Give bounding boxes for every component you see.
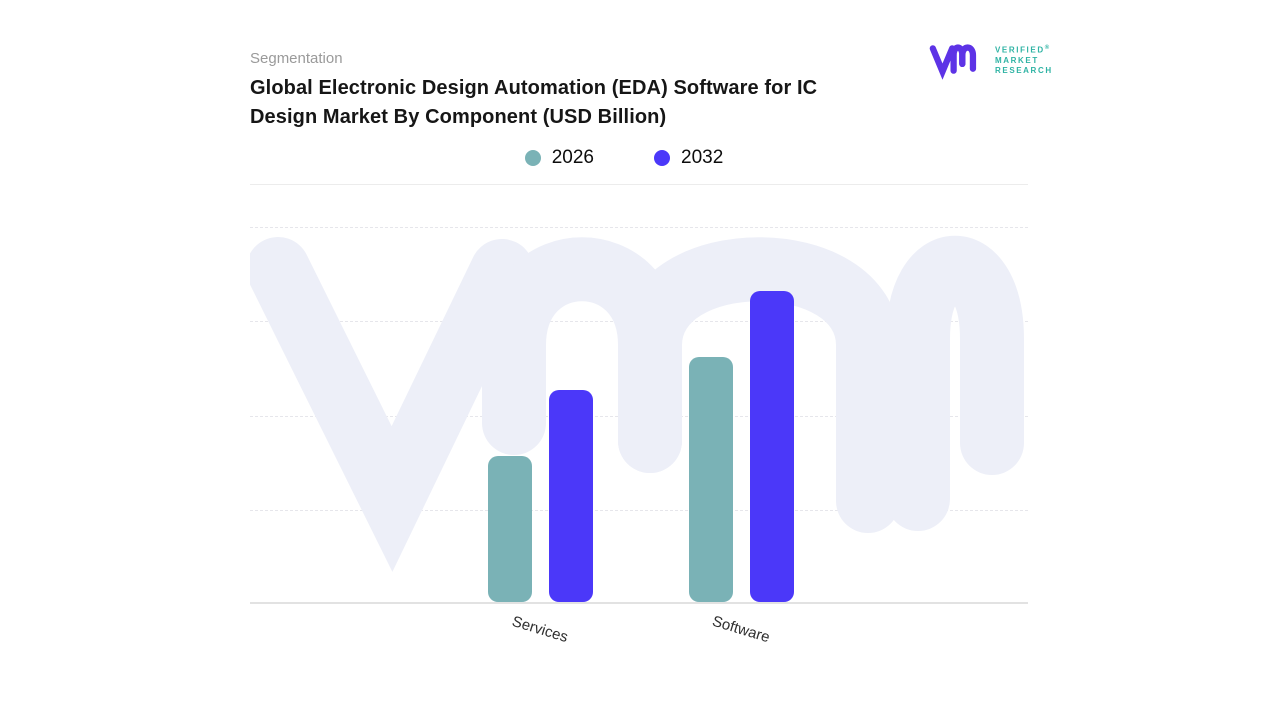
eyebrow-label: Segmentation (250, 50, 343, 67)
vmr-logo: VERIFIED® MARKET RESEARCH (928, 38, 1053, 82)
legend-swatch-2032 (654, 150, 670, 166)
bar-software-2026 (688, 357, 733, 602)
registered-mark: ® (1044, 45, 1050, 51)
gridline (250, 509, 1028, 511)
vmr-logo-monogram-icon (929, 44, 977, 80)
bar-services-2032 (548, 390, 593, 602)
plot-area: Services Software (250, 227, 1028, 646)
x-axis-baseline (250, 602, 1028, 604)
chart-title: Global Electronic Design Automation (EDA… (250, 74, 870, 132)
logo-word-research: RESEARCH (995, 65, 1053, 75)
legend-swatch-2026 (524, 150, 541, 166)
logo-word-verified: VERIFIED® (995, 45, 1050, 55)
vmr-logo-wordmark: VERIFIED® MARKET RESEARCH (995, 38, 1053, 76)
legend-label-2032: 2032 (681, 147, 724, 168)
bar-software-2032 (749, 291, 794, 602)
legend-label-2026: 2026 (551, 147, 594, 168)
chart-title-line-1: Global Electronic Design Automation (EDA… (250, 77, 818, 99)
chart-title-line-2: Design Market By Component (USD Billion) (250, 106, 667, 128)
gridline (250, 227, 1028, 228)
vmr-watermark (250, 235, 1024, 572)
legend-separator-line (250, 184, 1028, 185)
bar-services-2026 (487, 456, 532, 602)
legend-item-2026: 2026 (524, 147, 594, 169)
chart-legend: 2026 2032 (250, 147, 1028, 169)
x-axis-label-services: Services (510, 612, 570, 647)
x-axis-label-software: Software (710, 612, 772, 647)
logo-word-market: MARKET (995, 55, 1039, 65)
legend-item-2032: 2032 (654, 147, 723, 169)
